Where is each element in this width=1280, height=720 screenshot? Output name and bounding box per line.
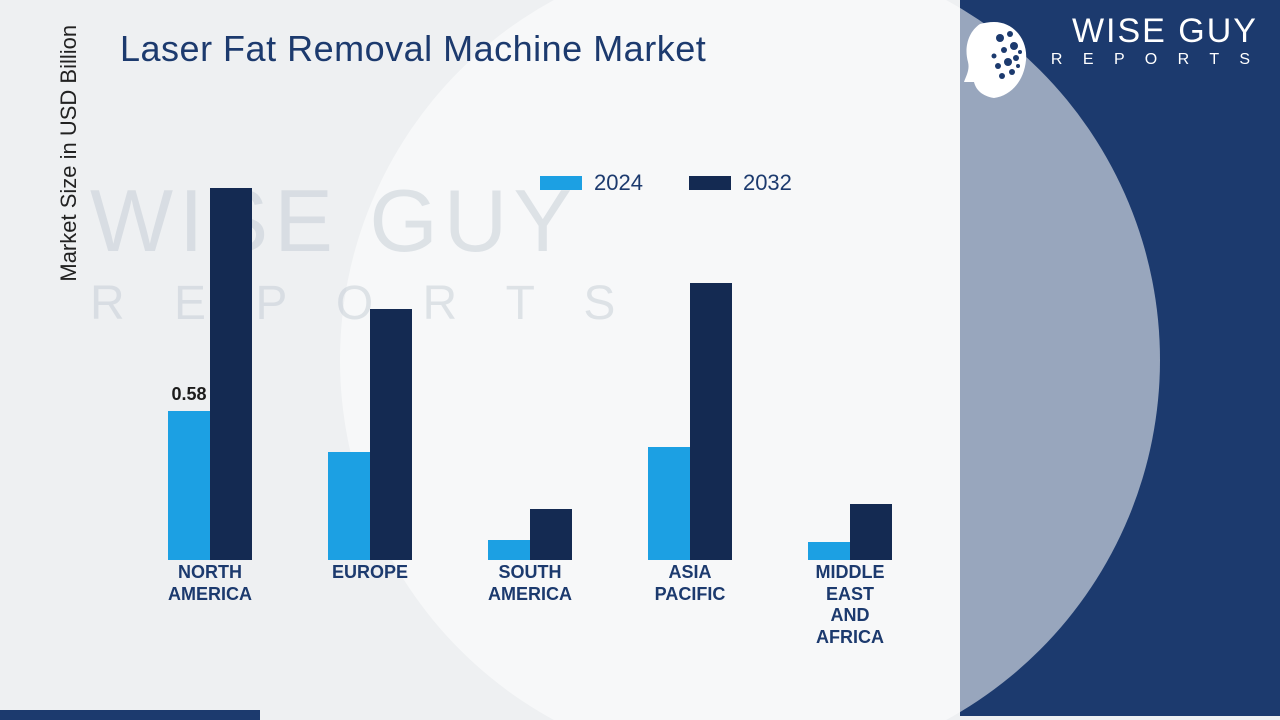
bar-2032: [850, 504, 892, 560]
bar-value-label: 0.58: [171, 384, 206, 405]
infographic-root: Laser Fat Removal Machine Market WISE GU…: [0, 0, 1280, 720]
x-category-label: NORTHAMERICA: [140, 562, 280, 605]
bar-2032: [690, 283, 732, 560]
bar-2032: [530, 509, 572, 560]
bar-2024: [168, 411, 210, 560]
x-category-label: MIDDLEEASTANDAFRICA: [780, 562, 920, 648]
x-category-label: SOUTHAMERICA: [460, 562, 600, 605]
bar-2024: [488, 540, 530, 561]
y-axis-label: Market Size in USD Billion: [56, 25, 82, 282]
x-category-label: EUROPE: [300, 562, 440, 584]
x-category-label: ASIAPACIFIC: [620, 562, 760, 605]
brand-line2: R E P O R T S: [1051, 52, 1258, 69]
bar-2032: [370, 309, 412, 560]
bar-2032: [210, 188, 252, 560]
brand-head-icon: [960, 18, 1030, 100]
chart-title: Laser Fat Removal Machine Market: [120, 28, 706, 70]
bottom-accent-strip: [0, 710, 260, 720]
brand-line1: WISE GUY: [1051, 14, 1258, 50]
chart-area: Market Size in USD Billion 0.58 NORTHAME…: [60, 150, 950, 670]
brand-logo-text: WISE GUY R E P O R T S: [1051, 14, 1258, 68]
bar-2024: [648, 447, 690, 560]
bar-2024: [808, 542, 850, 560]
plot-region: 0.58: [130, 150, 930, 560]
bar-2024: [328, 452, 370, 560]
